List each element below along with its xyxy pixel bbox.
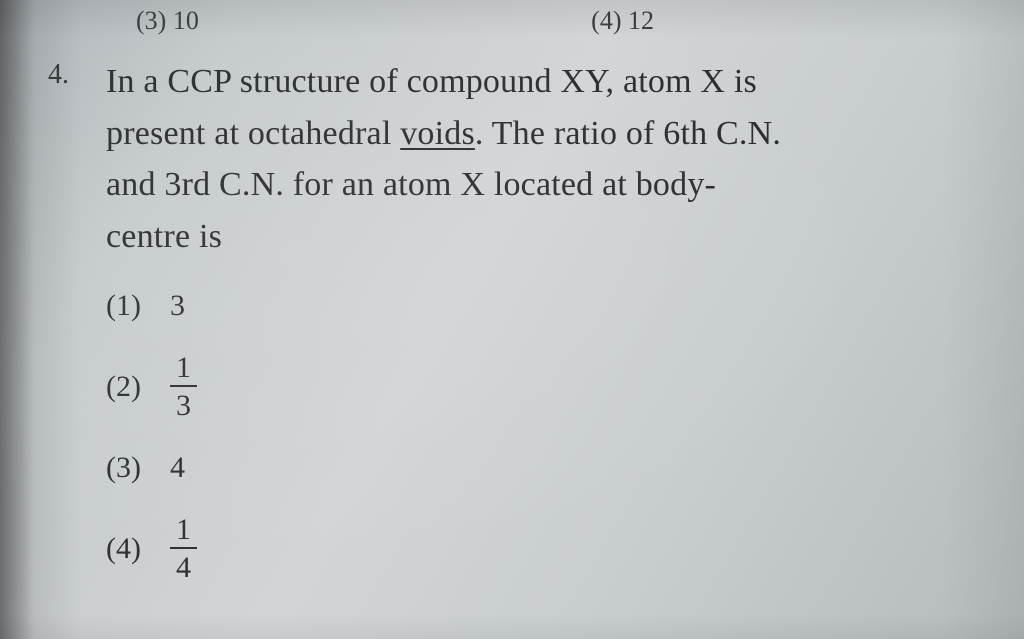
option-2-label: (2) <box>106 370 170 404</box>
option-4: (4) 1 4 <box>106 515 1004 583</box>
option-1-value: 3 <box>170 289 185 323</box>
option-2-numerator: 1 <box>170 353 197 385</box>
option-4-numerator: 1 <box>170 515 197 547</box>
question-line-2b: . The ratio of 6th C.N. <box>475 115 781 152</box>
question-number: 4. <box>48 56 106 91</box>
option-2-fraction: 1 3 <box>170 353 197 421</box>
option-4-fraction: 1 4 <box>170 515 197 583</box>
option-2: (2) 1 3 <box>106 353 1004 421</box>
question-text: In a CCP structure of compound XY, atom … <box>106 56 781 263</box>
question-line-3: and 3rd C.N. for an atom X located at bo… <box>106 166 716 203</box>
option-1: (1) 3 <box>106 289 1004 323</box>
option-3: (3) 4 <box>106 451 1004 485</box>
question-line-1: In a CCP structure of compound XY, atom … <box>106 63 757 100</box>
option-4-denominator: 4 <box>170 547 197 583</box>
options-list: (1) 3 (2) 1 3 (3) 4 (4) 1 4 <box>106 289 1004 583</box>
option-3-value: 4 <box>170 451 185 485</box>
question-block: 4. In a CCP structure of compound XY, at… <box>48 56 1004 263</box>
option-1-label: (1) <box>106 289 170 323</box>
question-line-4: centre is <box>106 218 222 255</box>
page: (3) 10 (4) 12 4. In a CCP structure of c… <box>48 0 1004 639</box>
previous-question-option-left: (3) 10 <box>136 6 1004 36</box>
option-2-denominator: 3 <box>170 385 197 421</box>
question-line-2a: present at octahedral <box>106 115 400 152</box>
option-4-label: (4) <box>106 532 170 566</box>
option-3-label: (3) <box>106 451 170 485</box>
question-underlined-word: voids <box>400 115 475 152</box>
previous-question-option-right: (4) 12 <box>591 6 654 36</box>
page-binding-shadow <box>0 0 34 639</box>
